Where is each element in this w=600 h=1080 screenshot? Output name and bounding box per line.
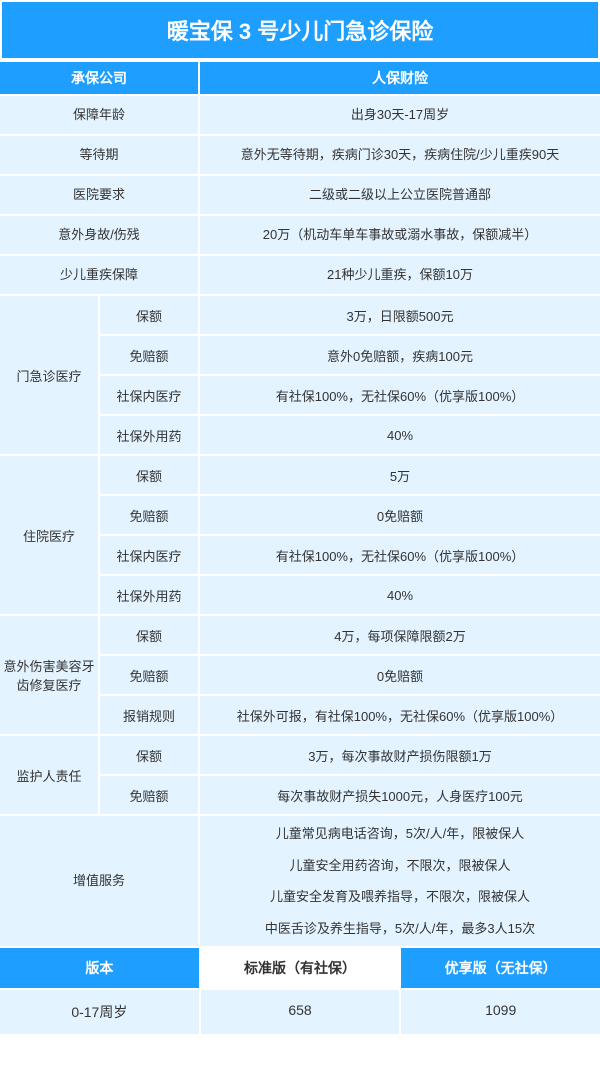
outpatient-group: 门急诊医疗 保额3万，日限额500元 免赔额意外0免赔额，疾病100元 社保内医…: [0, 296, 600, 454]
insurance-table: 暖宝保 3 号少儿门急诊保险 承保公司 人保财险 保障年龄 出身30天-17周岁…: [0, 0, 600, 1034]
basic-row: 意外身故/伤残 20万（机动车单车事故或溺水事故，保额减半）: [0, 216, 600, 254]
sub-label: 免赔额: [100, 336, 198, 374]
header-company-value: 人保财险: [200, 62, 600, 94]
sub-value: 社保外可报，有社保100%，无社保60%（优享版100%）: [200, 696, 600, 734]
version-col2: 标准版（有社保）: [201, 948, 400, 988]
basic-value: 二级或二级以上公立医院普通部: [200, 176, 600, 214]
basic-label: 意外身故/伤残: [0, 216, 198, 254]
sub-label: 社保外用药: [100, 576, 198, 614]
sub-value: 有社保100%，无社保60%（优享版100%）: [200, 536, 600, 574]
service-line: 儿童常见病电话咨询，5次/人/年，限被保人: [276, 824, 524, 844]
service-line: 中医舌诊及养生指导，5次/人/年，最多3人15次: [265, 919, 535, 939]
guardian-group: 监护人责任 保额3万，每次事故财产损伤限额1万 免赔额每次事故财产损失1000元…: [0, 736, 600, 814]
product-title: 暖宝保 3 号少儿门急诊保险: [0, 0, 600, 60]
sub-value: 意外0免赔额，疾病100元: [200, 336, 600, 374]
sub-value: 3万，日限额500元: [200, 296, 600, 334]
sub-value: 40%: [200, 416, 600, 454]
basic-row: 少儿重疾保障 21种少儿重疾，保额10万: [0, 256, 600, 294]
inpatient-label: 住院医疗: [0, 456, 98, 614]
basic-value: 出身30天-17周岁: [200, 96, 600, 134]
inpatient-group: 住院医疗 保额5万 免赔额0免赔额 社保内医疗有社保100%，无社保60%（优享…: [0, 456, 600, 614]
price-row: 0-17周岁 658 1099: [0, 990, 600, 1034]
sub-value: 5万: [200, 456, 600, 494]
sub-label: 社保内医疗: [100, 376, 198, 414]
services-value: 儿童常见病电话咨询，5次/人/年，限被保人 儿童安全用药咨询，不限次，限被保人 …: [200, 816, 600, 946]
sub-value: 有社保100%，无社保60%（优享版100%）: [200, 376, 600, 414]
basic-row: 保障年龄 出身30天-17周岁: [0, 96, 600, 134]
basic-row: 医院要求 二级或二级以上公立医院普通部: [0, 176, 600, 214]
basic-value: 21种少儿重疾，保额10万: [200, 256, 600, 294]
sub-value: 每次事故财产损失1000元，人身医疗100元: [200, 776, 600, 814]
outpatient-label: 门急诊医疗: [0, 296, 98, 454]
basic-value: 20万（机动车单车事故或溺水事故，保额减半）: [200, 216, 600, 254]
version-col1: 版本: [0, 948, 199, 988]
sub-label: 免赔额: [100, 776, 198, 814]
header-company-label: 承保公司: [0, 62, 198, 94]
sub-label: 保额: [100, 456, 198, 494]
version-header: 版本 标准版（有社保） 优享版（无社保）: [0, 948, 600, 988]
sub-label: 免赔额: [100, 656, 198, 694]
sub-value: 4万，每项保障限额2万: [200, 616, 600, 654]
price-premium: 1099: [401, 990, 600, 1034]
price-standard: 658: [201, 990, 400, 1034]
sub-label: 保额: [100, 296, 198, 334]
service-line: 儿童安全用药咨询，不限次，限被保人: [289, 856, 510, 876]
basic-label: 等待期: [0, 136, 198, 174]
service-line: 儿童安全发育及喂养指导，不限次，限被保人: [270, 887, 530, 907]
services-label: 增值服务: [0, 816, 198, 946]
sub-label: 保额: [100, 736, 198, 774]
cosmetic-label: 意外伤害美容牙齿修复医疗: [0, 616, 98, 734]
basic-label: 医院要求: [0, 176, 198, 214]
header-row: 承保公司 人保财险: [0, 62, 600, 94]
sub-value: 0免赔额: [200, 496, 600, 534]
services-row: 增值服务 儿童常见病电话咨询，5次/人/年，限被保人 儿童安全用药咨询，不限次，…: [0, 816, 600, 946]
basic-row: 等待期 意外无等待期，疾病门诊30天，疾病住院/少儿重疾90天: [0, 136, 600, 174]
cosmetic-group: 意外伤害美容牙齿修复医疗 保额4万，每项保障限额2万 免赔额0免赔额 报销规则社…: [0, 616, 600, 734]
sub-label: 社保内医疗: [100, 536, 198, 574]
sub-label: 报销规则: [100, 696, 198, 734]
sub-label: 免赔额: [100, 496, 198, 534]
guardian-label: 监护人责任: [0, 736, 98, 814]
sub-label: 社保外用药: [100, 416, 198, 454]
sub-value: 0免赔额: [200, 656, 600, 694]
sub-value: 40%: [200, 576, 600, 614]
basic-value: 意外无等待期，疾病门诊30天，疾病住院/少儿重疾90天: [200, 136, 600, 174]
basic-label: 少儿重疾保障: [0, 256, 198, 294]
sub-value: 3万，每次事故财产损伤限额1万: [200, 736, 600, 774]
version-col3: 优享版（无社保）: [401, 948, 600, 988]
basic-label: 保障年龄: [0, 96, 198, 134]
sub-label: 保额: [100, 616, 198, 654]
price-age: 0-17周岁: [0, 990, 199, 1034]
